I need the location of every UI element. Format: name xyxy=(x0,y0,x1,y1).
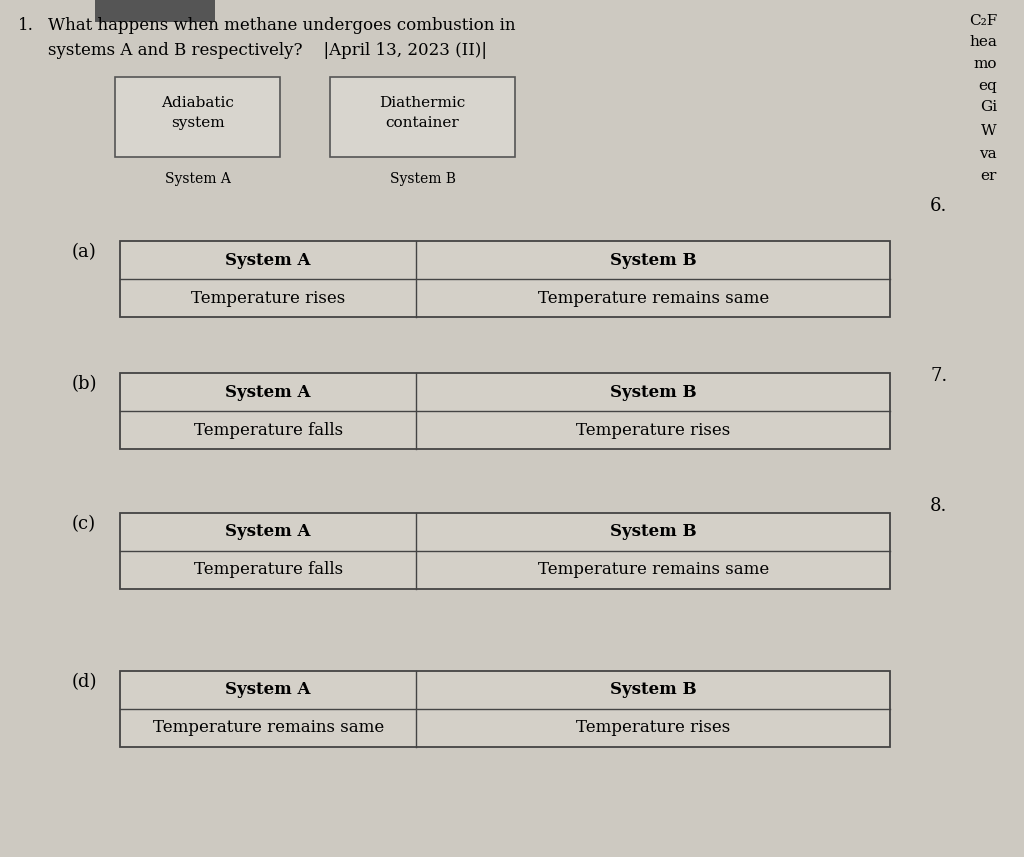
Text: What happens when methane undergoes combustion in
systems A and B respectively? : What happens when methane undergoes comb… xyxy=(48,17,515,59)
Text: 6.: 6. xyxy=(930,197,947,215)
Text: er: er xyxy=(981,169,997,183)
Text: System A: System A xyxy=(225,681,311,698)
Text: Temperature remains same: Temperature remains same xyxy=(538,290,769,307)
FancyBboxPatch shape xyxy=(120,373,890,449)
Text: (a): (a) xyxy=(72,243,96,261)
Text: (b): (b) xyxy=(72,375,97,393)
Text: mo: mo xyxy=(974,57,997,71)
Text: 7.: 7. xyxy=(930,367,947,385)
Text: System A: System A xyxy=(225,383,311,400)
Text: Adiabatic
system: Adiabatic system xyxy=(161,96,233,129)
Text: W: W xyxy=(981,124,997,138)
Text: (c): (c) xyxy=(72,515,96,533)
FancyBboxPatch shape xyxy=(95,0,215,22)
FancyBboxPatch shape xyxy=(115,77,280,157)
Text: Temperature rises: Temperature rises xyxy=(577,422,730,439)
Text: Diathermic
container: Diathermic container xyxy=(379,96,466,129)
Text: 1.: 1. xyxy=(18,17,34,34)
Text: System B: System B xyxy=(610,524,696,541)
Text: 8.: 8. xyxy=(930,497,947,515)
FancyBboxPatch shape xyxy=(330,77,515,157)
Text: Temperature falls: Temperature falls xyxy=(194,561,343,578)
Text: eq: eq xyxy=(978,79,997,93)
Text: Temperature remains same: Temperature remains same xyxy=(153,720,384,736)
Text: Temperature falls: Temperature falls xyxy=(194,422,343,439)
Text: System B: System B xyxy=(610,681,696,698)
Text: (d): (d) xyxy=(72,673,97,691)
FancyBboxPatch shape xyxy=(120,241,890,317)
FancyBboxPatch shape xyxy=(120,513,890,589)
Text: System A: System A xyxy=(165,172,230,186)
Text: System B: System B xyxy=(610,383,696,400)
FancyBboxPatch shape xyxy=(120,671,890,747)
Text: System B: System B xyxy=(610,251,696,268)
Text: Temperature rises: Temperature rises xyxy=(191,290,345,307)
Text: Gi: Gi xyxy=(980,100,997,114)
Text: C₂F: C₂F xyxy=(969,14,997,28)
Text: hea: hea xyxy=(969,35,997,49)
Text: Temperature rises: Temperature rises xyxy=(577,720,730,736)
Text: System A: System A xyxy=(225,251,311,268)
Text: System B: System B xyxy=(389,172,456,186)
Text: System A: System A xyxy=(225,524,311,541)
Text: Temperature remains same: Temperature remains same xyxy=(538,561,769,578)
Text: va: va xyxy=(979,147,997,161)
